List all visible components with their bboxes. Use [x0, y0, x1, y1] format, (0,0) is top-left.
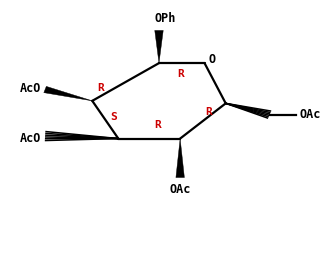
Text: OAc: OAc	[169, 183, 191, 196]
Text: OAc: OAc	[300, 108, 321, 121]
Text: S: S	[110, 112, 117, 122]
Text: R: R	[97, 83, 104, 93]
Polygon shape	[176, 139, 184, 178]
Polygon shape	[44, 86, 92, 101]
Text: R: R	[177, 69, 184, 79]
Text: OPh: OPh	[155, 12, 176, 25]
Polygon shape	[155, 30, 163, 63]
Text: R: R	[205, 107, 212, 117]
Text: O: O	[209, 53, 215, 66]
Text: R: R	[154, 120, 161, 130]
Text: AcO: AcO	[20, 82, 41, 95]
Text: AcO: AcO	[20, 132, 41, 144]
